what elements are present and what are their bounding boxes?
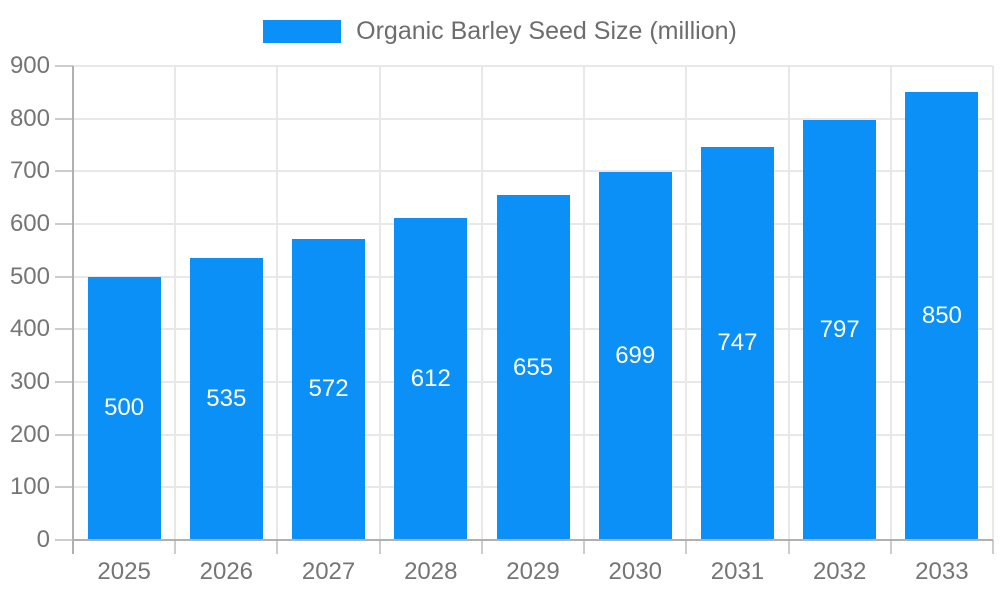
h-gridline xyxy=(73,65,993,67)
y-axis-label: 300 xyxy=(9,368,50,395)
bar-value-label: 572 xyxy=(308,375,349,403)
plot-area: 500 535 572 612 655 699 747 797 850 xyxy=(73,65,994,540)
x-axis-tick xyxy=(480,540,483,554)
x-axis-tick xyxy=(583,540,586,554)
y-axis-tick xyxy=(55,223,73,225)
y-axis-tick xyxy=(55,170,73,173)
x-axis-tick xyxy=(889,540,892,554)
x-axis-label: 2031 xyxy=(710,558,765,585)
v-gridline xyxy=(787,66,790,540)
x-axis-label: 2030 xyxy=(608,558,662,585)
x-axis-label: 2026 xyxy=(199,558,254,585)
x-axis-label: 2032 xyxy=(812,558,867,585)
x-axis-label: 2028 xyxy=(404,558,458,585)
x-axis-label: 2029 xyxy=(506,558,560,585)
x-axis-tick xyxy=(378,540,381,554)
y-axis-tick xyxy=(55,65,73,67)
x-axis-label: 2027 xyxy=(301,558,356,585)
y-axis-tick xyxy=(55,117,73,120)
y-axis-label: 700 xyxy=(9,157,50,185)
bar-2029: 655 xyxy=(496,195,570,540)
bar-value-label: 535 xyxy=(206,385,247,413)
y-axis-tick xyxy=(55,433,73,436)
x-axis-label: 2033 xyxy=(915,558,969,585)
legend-color-swatch xyxy=(263,19,342,43)
h-gridline xyxy=(73,117,993,120)
bar-2025: 500 xyxy=(87,276,161,540)
h-gridline xyxy=(73,170,993,173)
y-axis-label: 100 xyxy=(9,473,50,501)
x-axis-line xyxy=(72,539,993,541)
v-gridline xyxy=(583,66,586,540)
bar-2026: 535 xyxy=(189,258,263,540)
y-axis-tick xyxy=(55,486,73,489)
y-axis-line xyxy=(72,66,74,554)
y-axis-tick xyxy=(55,539,73,541)
y-axis-label: 600 xyxy=(9,210,50,237)
bar-value-label: 655 xyxy=(512,353,554,381)
bar-value-label: 797 xyxy=(819,316,860,344)
v-gridline xyxy=(378,66,381,540)
v-gridline xyxy=(174,66,177,540)
bar-value-label: 747 xyxy=(717,329,758,357)
v-gridline xyxy=(889,66,892,540)
y-axis-label: 800 xyxy=(9,104,50,132)
bar-2027: 572 xyxy=(292,238,366,540)
x-axis-tick xyxy=(174,540,177,554)
x-axis-tick xyxy=(992,540,994,554)
x-axis-tick xyxy=(685,540,688,554)
y-axis-label: 0 xyxy=(36,526,50,553)
y-axis-tick xyxy=(55,328,73,331)
bar-value-label: 612 xyxy=(410,364,451,392)
bar-value-label: 699 xyxy=(615,341,656,369)
x-axis-tick xyxy=(276,540,279,554)
v-gridline xyxy=(992,66,994,540)
x-axis-tick xyxy=(787,540,790,554)
y-axis-label: 900 xyxy=(9,52,50,79)
bar-2028: 612 xyxy=(394,217,468,540)
bar-value-label: 850 xyxy=(921,302,962,330)
bar-value-label: 500 xyxy=(104,394,145,422)
y-axis-label: 400 xyxy=(9,315,50,343)
bar-2033: 850 xyxy=(905,92,979,540)
y-axis-label: 500 xyxy=(9,262,50,290)
v-gridline xyxy=(685,66,688,540)
y-axis-label: 200 xyxy=(9,420,50,448)
bar-2032: 797 xyxy=(803,120,877,540)
legend-label: Organic Barley Seed Size (million) xyxy=(356,17,737,45)
v-gridline xyxy=(276,66,279,540)
y-axis-tick xyxy=(55,275,73,278)
bar-2031: 747 xyxy=(700,146,774,540)
bar-2030: 699 xyxy=(598,171,672,540)
x-axis-label: 2025 xyxy=(97,558,151,585)
y-axis-tick xyxy=(55,381,73,383)
chart-legend: Organic Barley Seed Size (million) xyxy=(0,16,1000,46)
v-gridline xyxy=(480,66,483,540)
